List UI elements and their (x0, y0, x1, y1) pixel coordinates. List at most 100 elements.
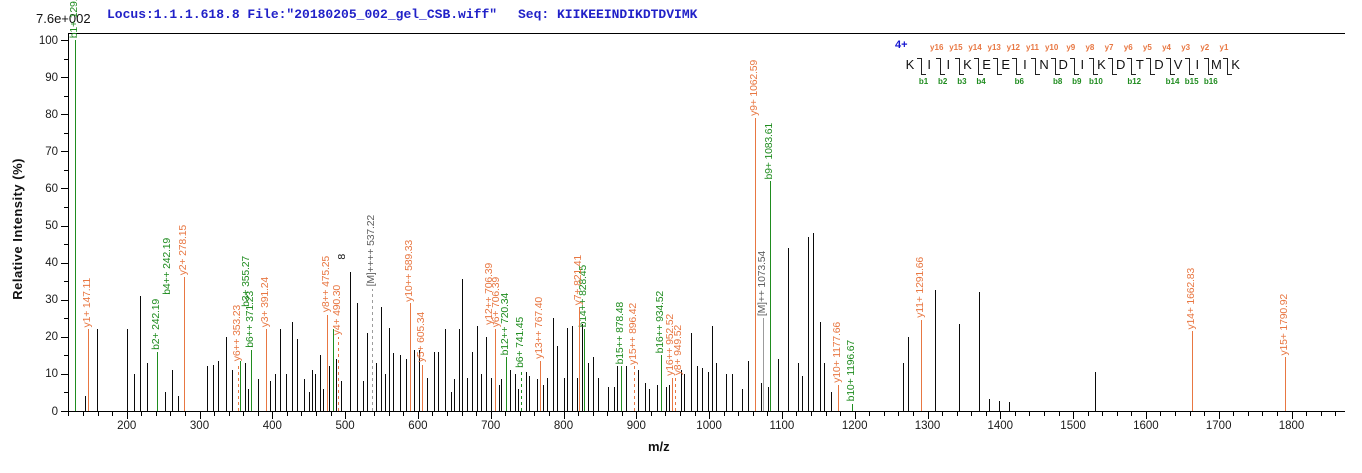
x-minor-tick (97, 412, 99, 416)
spectrum-peak (231, 370, 233, 411)
y-axis (68, 33, 69, 412)
residue: D (1154, 57, 1164, 72)
spectrum-peak (323, 388, 325, 411)
y-tick-label: 70 (45, 145, 58, 158)
spectrum-peak (731, 373, 733, 411)
x-minor-tick (214, 412, 216, 416)
x-minor-tick (869, 412, 871, 416)
y-tick (61, 262, 68, 264)
spectrum-peak (218, 360, 220, 411)
residue: I (927, 57, 931, 72)
fragment-marker (1088, 58, 1098, 75)
b-ion-peak (75, 40, 77, 411)
y-minor-tick (64, 169, 68, 171)
spectrum-peak (768, 386, 770, 411)
spectrum-peak (340, 381, 342, 411)
y-tick-label: 100 (38, 34, 58, 47)
spectrum-peak (139, 295, 141, 411)
peak-label: y4+ 490.30 (331, 284, 344, 335)
x-minor-tick (359, 412, 361, 416)
spectrum-peak (350, 271, 352, 411)
spectrum-peak (656, 385, 658, 411)
spectrum-peak (312, 370, 314, 411)
x-minor-tick (228, 412, 230, 416)
x-minor-tick (825, 412, 827, 416)
x-tick-label: 1000 (696, 420, 722, 432)
spectrum-peak (388, 327, 390, 411)
y-tick (61, 225, 68, 227)
peak-label: y10++ 589.33 (403, 239, 416, 302)
x-tick (781, 412, 783, 419)
spectrum-peak (444, 329, 446, 411)
b-ion-peak (505, 357, 507, 411)
b-ion-peak (157, 351, 159, 411)
peak-label: b6+ 741.45 (513, 317, 526, 369)
residue: E (982, 57, 991, 72)
x-minor-tick (184, 412, 186, 416)
y-tick (61, 188, 68, 190)
x-tick (1218, 412, 1220, 419)
spectrum-peak (315, 373, 317, 411)
y-ion-ladder-label: y10 (1044, 43, 1059, 52)
x-minor-tick (112, 412, 114, 416)
residue: I (1080, 57, 1085, 72)
spectrum-peak (171, 370, 173, 411)
spectrum-peak (587, 362, 589, 411)
x-minor-tick (1014, 412, 1016, 416)
spectrum-peak (147, 362, 149, 411)
spectrum-peak (648, 388, 650, 411)
y-ion-ladder-label: y7 (1104, 43, 1114, 52)
spectrum-peak (546, 377, 548, 411)
x-minor-tick (315, 412, 317, 416)
spectrum-peak (96, 329, 98, 411)
x-tick (345, 412, 347, 419)
y-minor-tick (64, 132, 68, 134)
x-minor-tick (68, 412, 70, 416)
spectrum-peak (797, 362, 799, 411)
spectrum-peak (787, 247, 789, 411)
b-ion-peak (769, 180, 771, 411)
spectrum-peak (333, 329, 335, 411)
x-tick (1000, 412, 1002, 419)
x-minor-tick (548, 412, 550, 416)
spectrum-peak (597, 377, 599, 411)
x-tick (272, 412, 274, 419)
spectrum-peak (988, 399, 990, 411)
spectrum-peak (405, 359, 407, 411)
x-minor-tick (1306, 412, 1308, 416)
b-ion-peak (251, 349, 253, 411)
x-minor-tick (1160, 412, 1162, 416)
x-minor-tick (243, 412, 245, 416)
spectrum-peak (819, 321, 821, 411)
x-minor-tick (942, 412, 944, 416)
spectrum-peak (907, 336, 909, 411)
spectrum-peak (286, 373, 288, 411)
spectrum-peak (801, 375, 803, 411)
y-minor-tick (64, 281, 68, 283)
x-minor-tick (1189, 412, 1191, 416)
y-minor-tick (64, 355, 68, 357)
peak-label: b10+ 1196.67 (845, 340, 858, 402)
x-minor-tick (403, 412, 405, 416)
x-tick (1073, 412, 1075, 419)
spectrum-peak (543, 385, 545, 411)
x-minor-tick (301, 412, 303, 416)
spectrum-peak (481, 373, 483, 411)
x-tick-label: 1400 (987, 420, 1014, 432)
spectrum-peak (380, 307, 382, 411)
spectrum-peak (690, 333, 692, 411)
x-tick-label: 1300 (914, 420, 941, 432)
x-minor-tick (534, 412, 536, 416)
residue: I (1195, 57, 1200, 72)
residue: I (946, 57, 951, 72)
spectrum-peak (418, 349, 420, 411)
spectrum-peak (701, 368, 703, 411)
residue: E (1001, 57, 1011, 72)
spectrum-peak (958, 323, 960, 411)
spectrum-peak (934, 290, 936, 411)
spectrum-peak (490, 377, 492, 411)
fragment-marker (1165, 58, 1175, 75)
y-minor-tick (64, 392, 68, 394)
